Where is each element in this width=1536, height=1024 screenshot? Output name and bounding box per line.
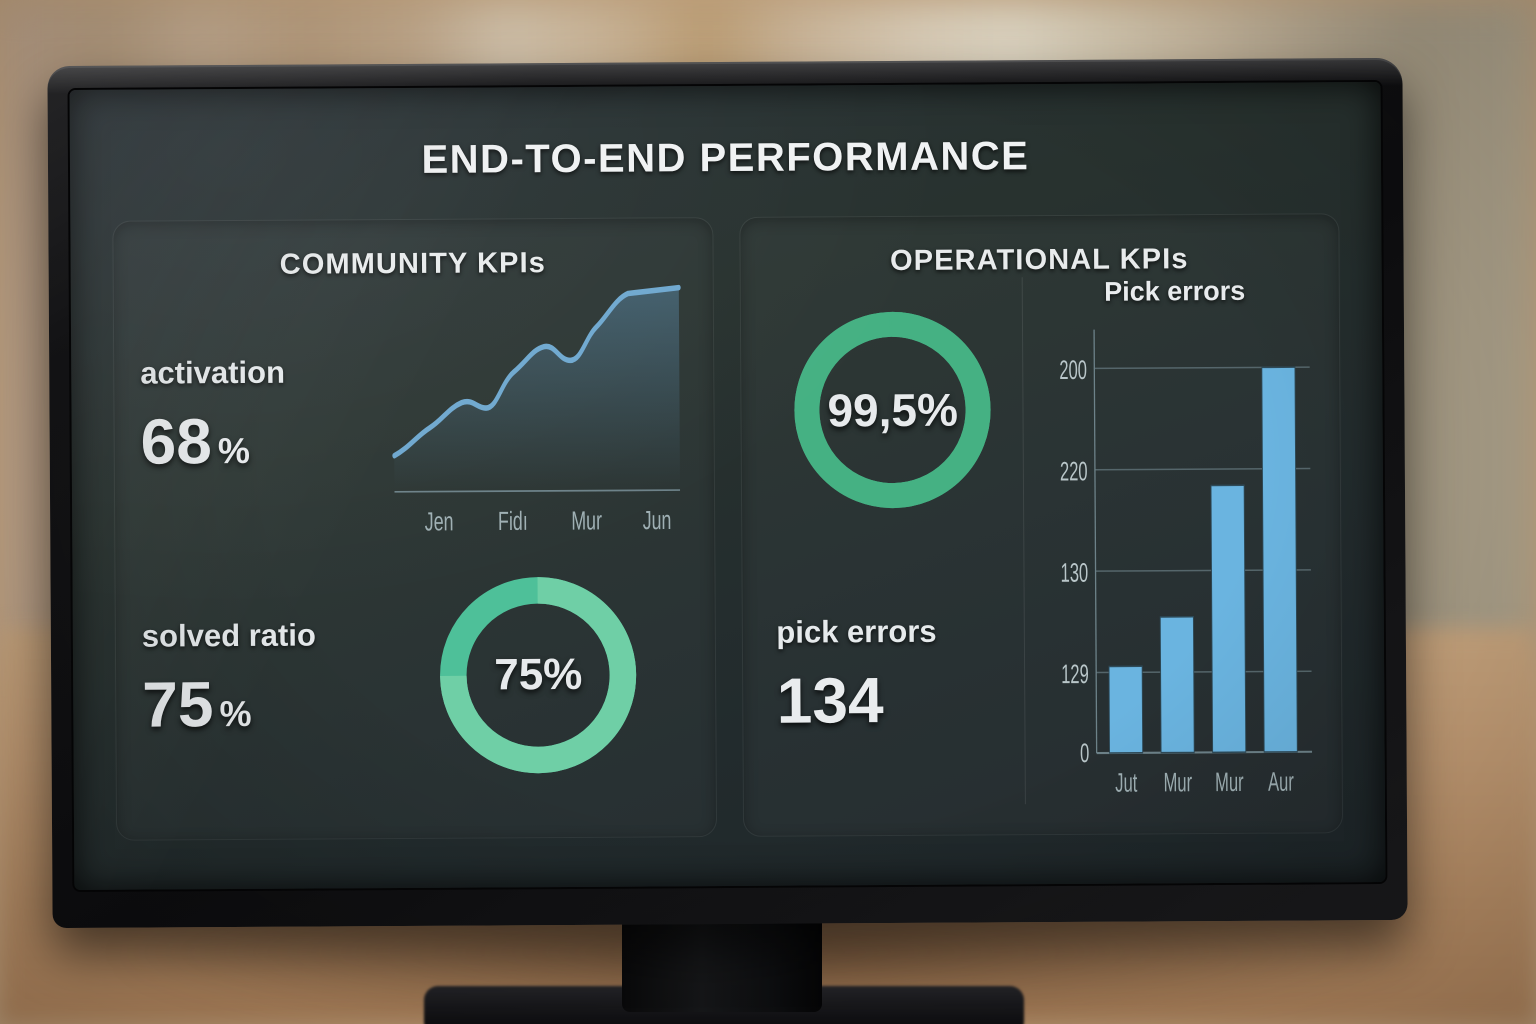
donut-progress [440, 577, 637, 774]
kpi-activation[interactable]: activation 68 % [140, 279, 688, 546]
operational-donut-wrap[interactable]: 99,5% [766, 277, 1019, 542]
bar-xtick-3: Aur [1268, 767, 1294, 797]
kpi-dashboard: END-TO-END PERFORMANCE COMMUNITY KPIs ac… [70, 82, 1386, 890]
donut-uptime-svg [794, 311, 991, 508]
bar-ytick-4: 0 [1080, 738, 1089, 768]
sparkline-xtick-1: Fidı [498, 506, 528, 535]
bar-ytick-3: 129 [1061, 659, 1089, 689]
donut-uptime-progress [794, 311, 991, 508]
sparkline-line [392, 284, 681, 459]
bar-2[interactable] [1210, 484, 1247, 754]
operational-content: 99,5% pick errors 134 [766, 275, 1316, 805]
sparkline-xtick-2: Mur [571, 506, 602, 535]
sparkline-svg: Jen Fidı Mur Jun [392, 284, 681, 536]
sparkline-axis [394, 489, 680, 493]
monitor-screen: END-TO-END PERFORMANCE COMMUNITY KPIs ac… [69, 82, 1386, 890]
sparkline-xtick-0: Jen [425, 507, 454, 536]
computer-monitor: END-TO-END PERFORMANCE COMMUNITY KPIs ac… [47, 57, 1408, 929]
monitor-stand-neck [622, 916, 822, 1012]
donut-solved-svg [440, 577, 637, 774]
bar-xtick-1: Mur [1163, 767, 1192, 797]
kpi-solved-ratio[interactable]: solved ratio 75 % [141, 543, 689, 810]
bar-xtick-0: Jut [1115, 768, 1138, 798]
sparkline-xtick-3: Jun [642, 506, 671, 535]
bar-xtick-2: Mur [1215, 767, 1244, 797]
activation-sparkline-chart[interactable]: Jen Fidı Mur Jun [386, 279, 688, 544]
solved-ratio-donut-chart[interactable]: 75% [387, 543, 689, 808]
bar-ytick-0: 200 [1059, 355, 1087, 385]
panels-container: COMMUNITY KPIs activation 68 % [112, 213, 1344, 841]
pick-errors-bar-chart[interactable]: 200 220 130 129 0 [1037, 310, 1316, 804]
operational-right-column: Pick errors [1021, 275, 1316, 805]
bar-chart-svg: 200 220 130 129 0 [1059, 329, 1312, 798]
operational-left-column: 99,5% pick errors 134 [766, 277, 1021, 806]
bar-0[interactable] [1108, 665, 1144, 754]
donut-uptime: 99,5% [785, 302, 1000, 517]
panel-community[interactable]: COMMUNITY KPIs activation 68 % [112, 217, 717, 841]
bar-3[interactable] [1261, 366, 1298, 753]
bar-ytick-2: 130 [1060, 558, 1088, 588]
y-axis [1093, 329, 1098, 754]
bar-1[interactable] [1159, 616, 1195, 754]
panel-operational[interactable]: OPERATIONAL KPIs [738, 213, 1344, 837]
donut-solved-ratio: 75% [432, 569, 645, 782]
bar-ytick-1: 220 [1060, 456, 1088, 486]
sparkline-area [394, 287, 680, 490]
